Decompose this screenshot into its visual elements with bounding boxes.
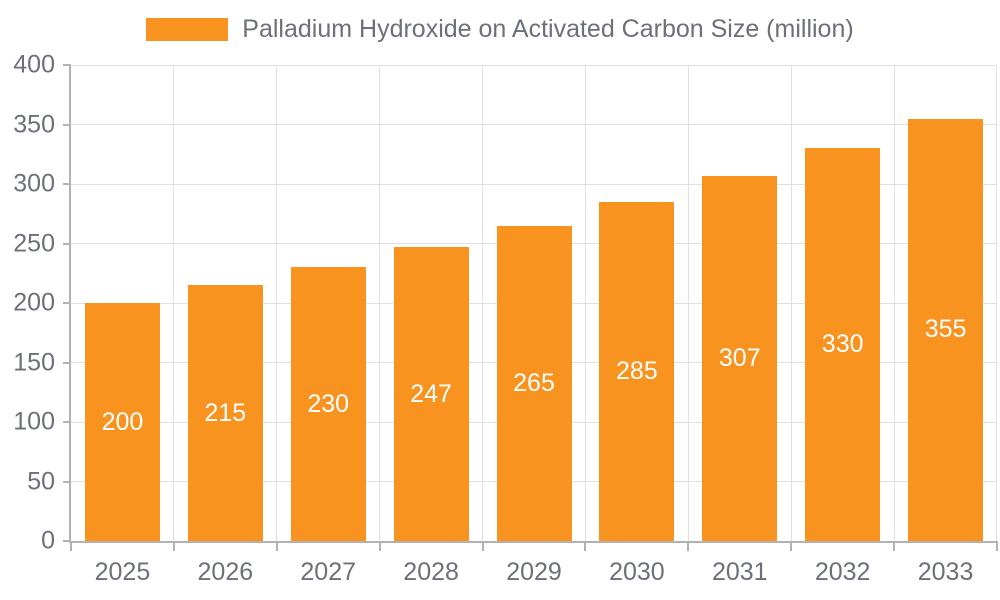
x-axis-label-2030: 2030: [609, 558, 665, 586]
x-tick-5: [584, 541, 587, 551]
x-gridline-5: [584, 65, 586, 541]
x-tick-6: [687, 541, 690, 551]
x-axis-label-2033: 2033: [917, 558, 974, 586]
plot-area: 0 50 100 150 200 250 300 350 400 200 2025 215 2026 23…: [13, 51, 998, 586]
x-gridline-1: [173, 65, 175, 541]
x-gridline-7: [790, 65, 792, 541]
x-tick-4: [481, 541, 484, 551]
x-axis-label-2029: 2029: [506, 558, 562, 586]
x-gridline-4: [482, 65, 484, 541]
bar-2031[interactable]: 307: [702, 175, 778, 541]
y-tick-0: [63, 540, 71, 542]
y-gridline-400: [71, 64, 997, 66]
bar-value-label-2031: 307: [718, 343, 761, 372]
x-axis-label-2028: 2028: [403, 558, 459, 586]
x-gridline-3: [379, 65, 381, 541]
legend-swatch: [146, 18, 229, 41]
x-axis-label-2032: 2032: [814, 558, 871, 586]
bar-2033[interactable]: 355: [908, 118, 984, 541]
y-axis-label-350: 350: [13, 110, 55, 138]
x-gridline-8: [893, 65, 895, 541]
x-tick-0: [70, 541, 72, 551]
x-tick-7: [790, 541, 793, 551]
bar-value-label-2030: 285: [616, 356, 658, 385]
legend-label: Palladium Hydroxide on Activated Carbon …: [242, 15, 854, 43]
x-gridline-2: [276, 65, 278, 541]
bar-2032[interactable]: 330: [805, 148, 881, 541]
bar-2027[interactable]: 230: [290, 267, 366, 541]
x-axis-label-2026: 2026: [197, 558, 254, 586]
x-tick-2: [275, 541, 278, 551]
x-tick-8: [893, 541, 896, 551]
bar-value-label-2032: 330: [821, 330, 864, 359]
x-tick-1: [172, 541, 175, 551]
y-tick-300: [63, 183, 71, 185]
x-axis-label-2031: 2031: [711, 558, 768, 586]
y-axis-label-0: 0: [41, 526, 55, 555]
bar-2025[interactable]: 200: [84, 303, 160, 541]
y-tick-150: [63, 361, 71, 364]
y-axis-label-300: 300: [13, 169, 55, 198]
x-axis-line: [69, 541, 997, 543]
y-axis-label-400: 400: [13, 50, 55, 79]
bar-value-label-2033: 355: [924, 315, 967, 344]
bar-2026[interactable]: 215: [187, 285, 263, 541]
y-axis-label-100: 100: [13, 407, 55, 436]
y-tick-200: [63, 302, 71, 304]
y-tick-250: [63, 242, 71, 245]
bar-value-label-2026: 215: [204, 398, 247, 427]
y-axis-label-150: 150: [13, 348, 55, 376]
y-gridline-350: [71, 124, 997, 125]
y-axis-label-200: 200: [13, 288, 55, 317]
x-tick-9: [996, 541, 998, 551]
y-axis-line: [69, 65, 71, 543]
y-tick-350: [63, 123, 71, 126]
y-gridline-300: [71, 183, 997, 185]
y-axis-label-250: 250: [13, 229, 55, 257]
bar-value-label-2027: 230: [307, 389, 350, 418]
x-axis-label-2027: 2027: [300, 558, 357, 586]
x-gridline-6: [687, 65, 689, 541]
y-tick-50: [63, 480, 71, 483]
y-axis-label-50: 50: [27, 467, 55, 495]
bar-2029[interactable]: 265: [496, 225, 572, 541]
x-tick-3: [378, 541, 381, 551]
bar-value-label-2029: 265: [513, 368, 555, 397]
x-axis-label-2025: 2025: [94, 558, 151, 586]
bar-2028[interactable]: 247: [393, 247, 469, 541]
bar-value-label-2025: 200: [101, 407, 144, 436]
x-gridline-9: [996, 65, 997, 541]
y-tick-400: [63, 64, 71, 66]
bar-2030[interactable]: 285: [599, 201, 675, 541]
y-tick-100: [63, 421, 71, 423]
bar-value-label-2028: 247: [410, 379, 452, 408]
legend[interactable]: Palladium Hydroxide on Activated Carbon …: [0, 15, 1000, 44]
